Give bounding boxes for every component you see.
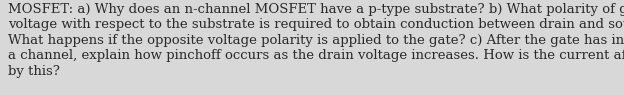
Text: MOSFET: a) Why does an n-channel MOSFET have a p-type substrate? b) What polarit: MOSFET: a) Why does an n-channel MOSFET …: [8, 3, 624, 78]
